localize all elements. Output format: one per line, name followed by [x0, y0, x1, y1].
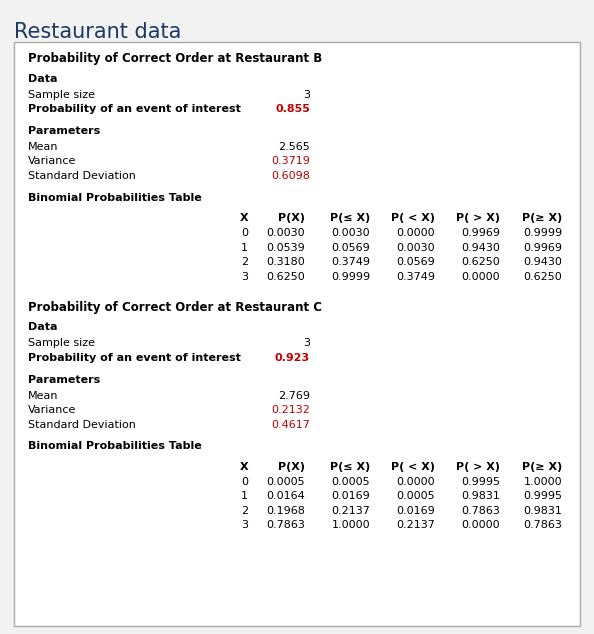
Text: 0.6250: 0.6250: [266, 272, 305, 281]
Text: 0.855: 0.855: [275, 104, 310, 114]
Text: Probability of an event of interest: Probability of an event of interest: [28, 353, 241, 363]
Text: P( < X): P( < X): [391, 462, 435, 472]
Text: Standard Deviation: Standard Deviation: [28, 171, 136, 181]
Text: 2.769: 2.769: [278, 391, 310, 401]
Text: 0.0005: 0.0005: [331, 477, 370, 487]
Text: 0.9999: 0.9999: [331, 272, 370, 281]
Text: P( < X): P( < X): [391, 213, 435, 223]
Text: Variance: Variance: [28, 405, 77, 415]
Text: P( > X): P( > X): [456, 462, 500, 472]
Text: X: X: [239, 462, 248, 472]
Text: 0.1968: 0.1968: [266, 506, 305, 516]
Text: 0.0005: 0.0005: [266, 477, 305, 487]
Text: 1.0000: 1.0000: [331, 521, 370, 531]
Text: 0.7863: 0.7863: [266, 521, 305, 531]
Text: 2.565: 2.565: [278, 142, 310, 152]
Text: 0.0000: 0.0000: [396, 228, 435, 238]
Text: P(≥ X): P(≥ X): [522, 213, 562, 223]
Text: 0.0030: 0.0030: [331, 228, 370, 238]
Text: 0.9999: 0.9999: [523, 228, 562, 238]
Text: 0.2137: 0.2137: [396, 521, 435, 531]
Text: 0.4617: 0.4617: [271, 420, 310, 430]
Text: 0.6250: 0.6250: [523, 272, 562, 281]
Text: Sample size: Sample size: [28, 89, 95, 100]
Text: P(X): P(X): [278, 213, 305, 223]
Text: 0.3749: 0.3749: [396, 272, 435, 281]
Text: 0.0000: 0.0000: [462, 521, 500, 531]
Text: Probability of Correct Order at Restaurant C: Probability of Correct Order at Restaura…: [28, 301, 322, 314]
Text: 0.9969: 0.9969: [461, 228, 500, 238]
Text: 0.0169: 0.0169: [331, 491, 370, 501]
Text: 0.0030: 0.0030: [266, 228, 305, 238]
Text: 0.7863: 0.7863: [461, 506, 500, 516]
Text: Mean: Mean: [28, 391, 58, 401]
Text: 0.923: 0.923: [275, 353, 310, 363]
Text: 1: 1: [241, 243, 248, 253]
Text: 2: 2: [241, 506, 248, 516]
Text: Parameters: Parameters: [28, 375, 100, 385]
Text: Data: Data: [28, 74, 58, 84]
Text: Binomial Probabilities Table: Binomial Probabilities Table: [28, 441, 202, 451]
Text: Variance: Variance: [28, 157, 77, 166]
Text: 0.3719: 0.3719: [271, 157, 310, 166]
Text: 0.3749: 0.3749: [331, 257, 370, 267]
Text: Data: Data: [28, 323, 58, 332]
Text: 0.9831: 0.9831: [523, 506, 562, 516]
Text: Sample size: Sample size: [28, 339, 95, 348]
Text: 1: 1: [241, 491, 248, 501]
Text: P(≤ X): P(≤ X): [330, 462, 370, 472]
Text: 0.0569: 0.0569: [331, 243, 370, 253]
Text: Mean: Mean: [28, 142, 58, 152]
Text: 0.9995: 0.9995: [523, 491, 562, 501]
Text: 0.6098: 0.6098: [271, 171, 310, 181]
Text: X: X: [239, 213, 248, 223]
Text: P(X): P(X): [278, 462, 305, 472]
Text: P(≥ X): P(≥ X): [522, 462, 562, 472]
Text: 0.6250: 0.6250: [462, 257, 500, 267]
Text: 0.0005: 0.0005: [396, 491, 435, 501]
Text: 3: 3: [303, 339, 310, 348]
Text: 3: 3: [241, 272, 248, 281]
Text: 0.9995: 0.9995: [461, 477, 500, 487]
Text: 0.0569: 0.0569: [396, 257, 435, 267]
Text: Standard Deviation: Standard Deviation: [28, 420, 136, 430]
Text: 0: 0: [241, 228, 248, 238]
Text: 0.0000: 0.0000: [462, 272, 500, 281]
Text: 3: 3: [303, 89, 310, 100]
Text: 0.0000: 0.0000: [396, 477, 435, 487]
Text: 2: 2: [241, 257, 248, 267]
Text: 0.9831: 0.9831: [461, 491, 500, 501]
Text: Probability of Correct Order at Restaurant B: Probability of Correct Order at Restaura…: [28, 52, 323, 65]
Text: 0.3180: 0.3180: [266, 257, 305, 267]
Text: 0.0164: 0.0164: [266, 491, 305, 501]
Text: P(≤ X): P(≤ X): [330, 213, 370, 223]
Text: Restaurant data: Restaurant data: [14, 22, 181, 42]
Text: 0: 0: [241, 477, 248, 487]
Text: 0.9430: 0.9430: [523, 257, 562, 267]
Text: 0.7863: 0.7863: [523, 521, 562, 531]
Text: 0.0169: 0.0169: [396, 506, 435, 516]
Text: P( > X): P( > X): [456, 213, 500, 223]
Text: 3: 3: [241, 521, 248, 531]
Text: 0.0539: 0.0539: [266, 243, 305, 253]
Text: 0.2132: 0.2132: [271, 405, 310, 415]
Text: Probability of an event of interest: Probability of an event of interest: [28, 104, 241, 114]
Text: Parameters: Parameters: [28, 126, 100, 136]
Text: 0.9969: 0.9969: [523, 243, 562, 253]
Text: 1.0000: 1.0000: [523, 477, 562, 487]
Text: Binomial Probabilities Table: Binomial Probabilities Table: [28, 193, 202, 203]
Text: 0.2137: 0.2137: [331, 506, 370, 516]
Text: 0.0030: 0.0030: [396, 243, 435, 253]
Text: 0.9430: 0.9430: [461, 243, 500, 253]
